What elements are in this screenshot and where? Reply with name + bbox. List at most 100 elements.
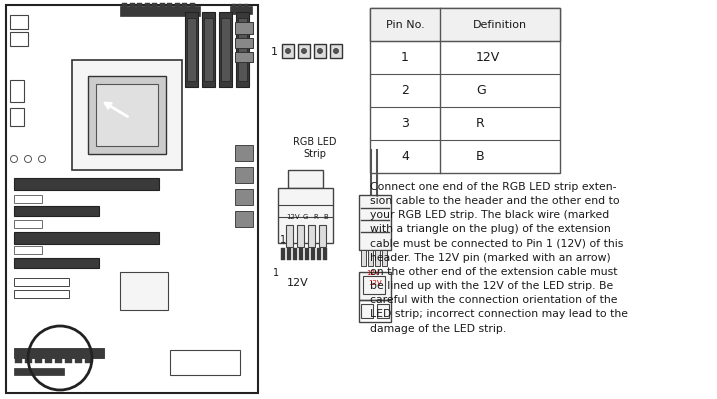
- Bar: [14, 368, 64, 375]
- Bar: [25, 358, 32, 363]
- Bar: [204, 18, 213, 81]
- Bar: [314, 44, 326, 58]
- Bar: [219, 12, 232, 87]
- Bar: [96, 84, 158, 146]
- Circle shape: [333, 49, 338, 53]
- Bar: [359, 272, 391, 300]
- Bar: [122, 3, 127, 9]
- Bar: [238, 4, 242, 8]
- Bar: [167, 3, 172, 9]
- Circle shape: [302, 49, 306, 53]
- Bar: [286, 225, 293, 247]
- Bar: [368, 250, 373, 266]
- Bar: [299, 248, 303, 260]
- Bar: [6, 5, 258, 393]
- Text: 1: 1: [280, 235, 286, 245]
- Bar: [152, 3, 157, 9]
- Bar: [14, 278, 69, 286]
- Bar: [137, 3, 142, 9]
- Bar: [235, 189, 253, 205]
- Bar: [244, 4, 248, 8]
- Bar: [88, 76, 166, 154]
- Bar: [377, 304, 389, 318]
- Bar: [235, 52, 253, 62]
- Bar: [363, 276, 385, 294]
- Bar: [187, 18, 196, 81]
- Bar: [319, 225, 326, 247]
- Text: RGB LED
Strip: RGB LED Strip: [293, 137, 337, 159]
- Bar: [287, 248, 291, 260]
- Bar: [235, 145, 253, 161]
- Text: 12V: 12V: [476, 51, 500, 64]
- Bar: [35, 358, 42, 363]
- Bar: [236, 12, 249, 87]
- Bar: [10, 108, 24, 126]
- Bar: [120, 6, 200, 16]
- Bar: [14, 348, 104, 358]
- Bar: [281, 248, 285, 260]
- Bar: [235, 38, 253, 48]
- Bar: [14, 195, 42, 203]
- Bar: [359, 195, 391, 250]
- Text: B: B: [476, 150, 485, 163]
- Bar: [14, 206, 99, 216]
- Bar: [323, 248, 327, 260]
- Text: Pin No.: Pin No.: [386, 20, 424, 30]
- Bar: [317, 248, 321, 260]
- Bar: [14, 220, 42, 228]
- Bar: [75, 358, 82, 363]
- Bar: [235, 167, 253, 183]
- Bar: [370, 8, 560, 41]
- Bar: [298, 44, 310, 58]
- Bar: [202, 12, 215, 87]
- Text: B: B: [323, 214, 328, 220]
- Bar: [305, 248, 309, 260]
- Bar: [65, 358, 72, 363]
- Bar: [14, 232, 159, 244]
- Circle shape: [318, 49, 323, 53]
- Bar: [232, 4, 236, 8]
- Bar: [14, 258, 99, 268]
- Bar: [182, 3, 187, 9]
- Bar: [361, 304, 373, 318]
- Bar: [330, 44, 342, 58]
- Text: G: G: [303, 214, 308, 220]
- Circle shape: [285, 49, 290, 53]
- Bar: [311, 248, 315, 260]
- Bar: [10, 15, 28, 29]
- Text: 1: 1: [271, 47, 278, 57]
- Bar: [297, 225, 304, 247]
- Bar: [174, 3, 179, 9]
- Bar: [14, 178, 159, 190]
- Text: R: R: [313, 214, 318, 220]
- Bar: [293, 248, 297, 260]
- Bar: [170, 350, 240, 375]
- Bar: [221, 18, 230, 81]
- Text: 1: 1: [401, 51, 409, 64]
- Bar: [361, 250, 366, 266]
- Text: 2: 2: [401, 84, 409, 97]
- Text: 12V: 12V: [287, 278, 309, 288]
- Bar: [288, 170, 323, 188]
- Text: R: R: [476, 117, 485, 130]
- Bar: [185, 12, 198, 87]
- Bar: [375, 250, 380, 266]
- Text: G: G: [476, 84, 485, 97]
- Bar: [159, 3, 164, 9]
- Bar: [308, 225, 315, 247]
- Text: 3: 3: [401, 117, 409, 130]
- Bar: [230, 6, 252, 14]
- Bar: [359, 300, 391, 322]
- Bar: [189, 3, 194, 9]
- Bar: [382, 250, 387, 266]
- Bar: [10, 32, 28, 46]
- Bar: [120, 272, 168, 310]
- Bar: [14, 290, 69, 298]
- Bar: [15, 358, 22, 363]
- Bar: [238, 18, 247, 81]
- Text: 12V: 12V: [286, 214, 300, 220]
- Bar: [14, 246, 42, 254]
- Text: 12V: 12V: [369, 280, 382, 286]
- Bar: [235, 22, 253, 34]
- Bar: [130, 3, 135, 9]
